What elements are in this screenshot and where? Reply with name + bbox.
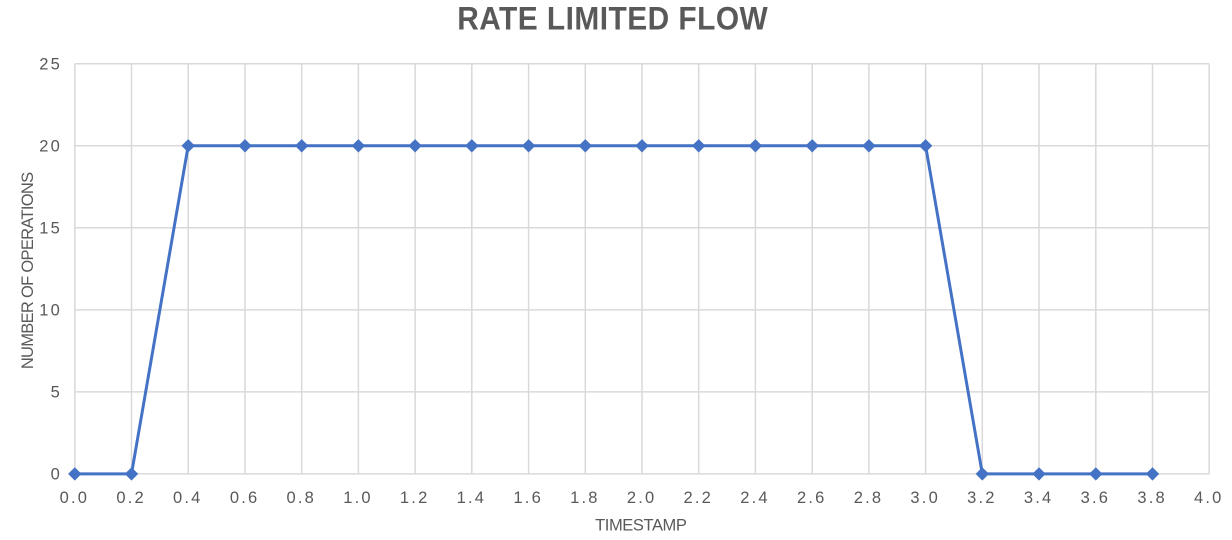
svg-text:2.4: 2.4 — [740, 489, 770, 507]
svg-text:10: 10 — [39, 302, 62, 320]
svg-text:2.0: 2.0 — [627, 489, 657, 507]
svg-text:NUMBER OF OPERATIONS: NUMBER OF OPERATIONS — [19, 172, 37, 369]
svg-text:20: 20 — [39, 138, 62, 156]
svg-text:0.6: 0.6 — [230, 489, 260, 507]
svg-text:0.2: 0.2 — [116, 489, 146, 507]
svg-text:0.4: 0.4 — [173, 489, 203, 507]
svg-text:1.6: 1.6 — [513, 489, 543, 507]
svg-text:2.8: 2.8 — [854, 489, 884, 507]
svg-text:0: 0 — [51, 466, 62, 484]
svg-text:1.8: 1.8 — [570, 489, 600, 507]
svg-text:2.6: 2.6 — [797, 489, 827, 507]
svg-text:TIMESTAMP: TIMESTAMP — [595, 517, 687, 535]
svg-text:3.0: 3.0 — [910, 489, 940, 507]
svg-text:3.4: 3.4 — [1024, 489, 1054, 507]
svg-text:3.2: 3.2 — [967, 489, 997, 507]
svg-text:1.4: 1.4 — [457, 489, 487, 507]
svg-text:4.0: 4.0 — [1194, 489, 1224, 507]
svg-text:3.8: 3.8 — [1137, 489, 1167, 507]
svg-text:5: 5 — [51, 384, 62, 402]
svg-text:3.6: 3.6 — [1081, 489, 1111, 507]
svg-text:0.0: 0.0 — [60, 489, 90, 507]
svg-text:1.2: 1.2 — [400, 489, 430, 507]
svg-text:25: 25 — [39, 56, 62, 74]
svg-text:15: 15 — [39, 220, 62, 238]
svg-text:1.0: 1.0 — [343, 489, 373, 507]
svg-text:2.2: 2.2 — [684, 489, 714, 507]
svg-text:RATE LIMITED FLOW: RATE LIMITED FLOW — [457, 0, 768, 36]
svg-text:0.8: 0.8 — [287, 489, 317, 507]
